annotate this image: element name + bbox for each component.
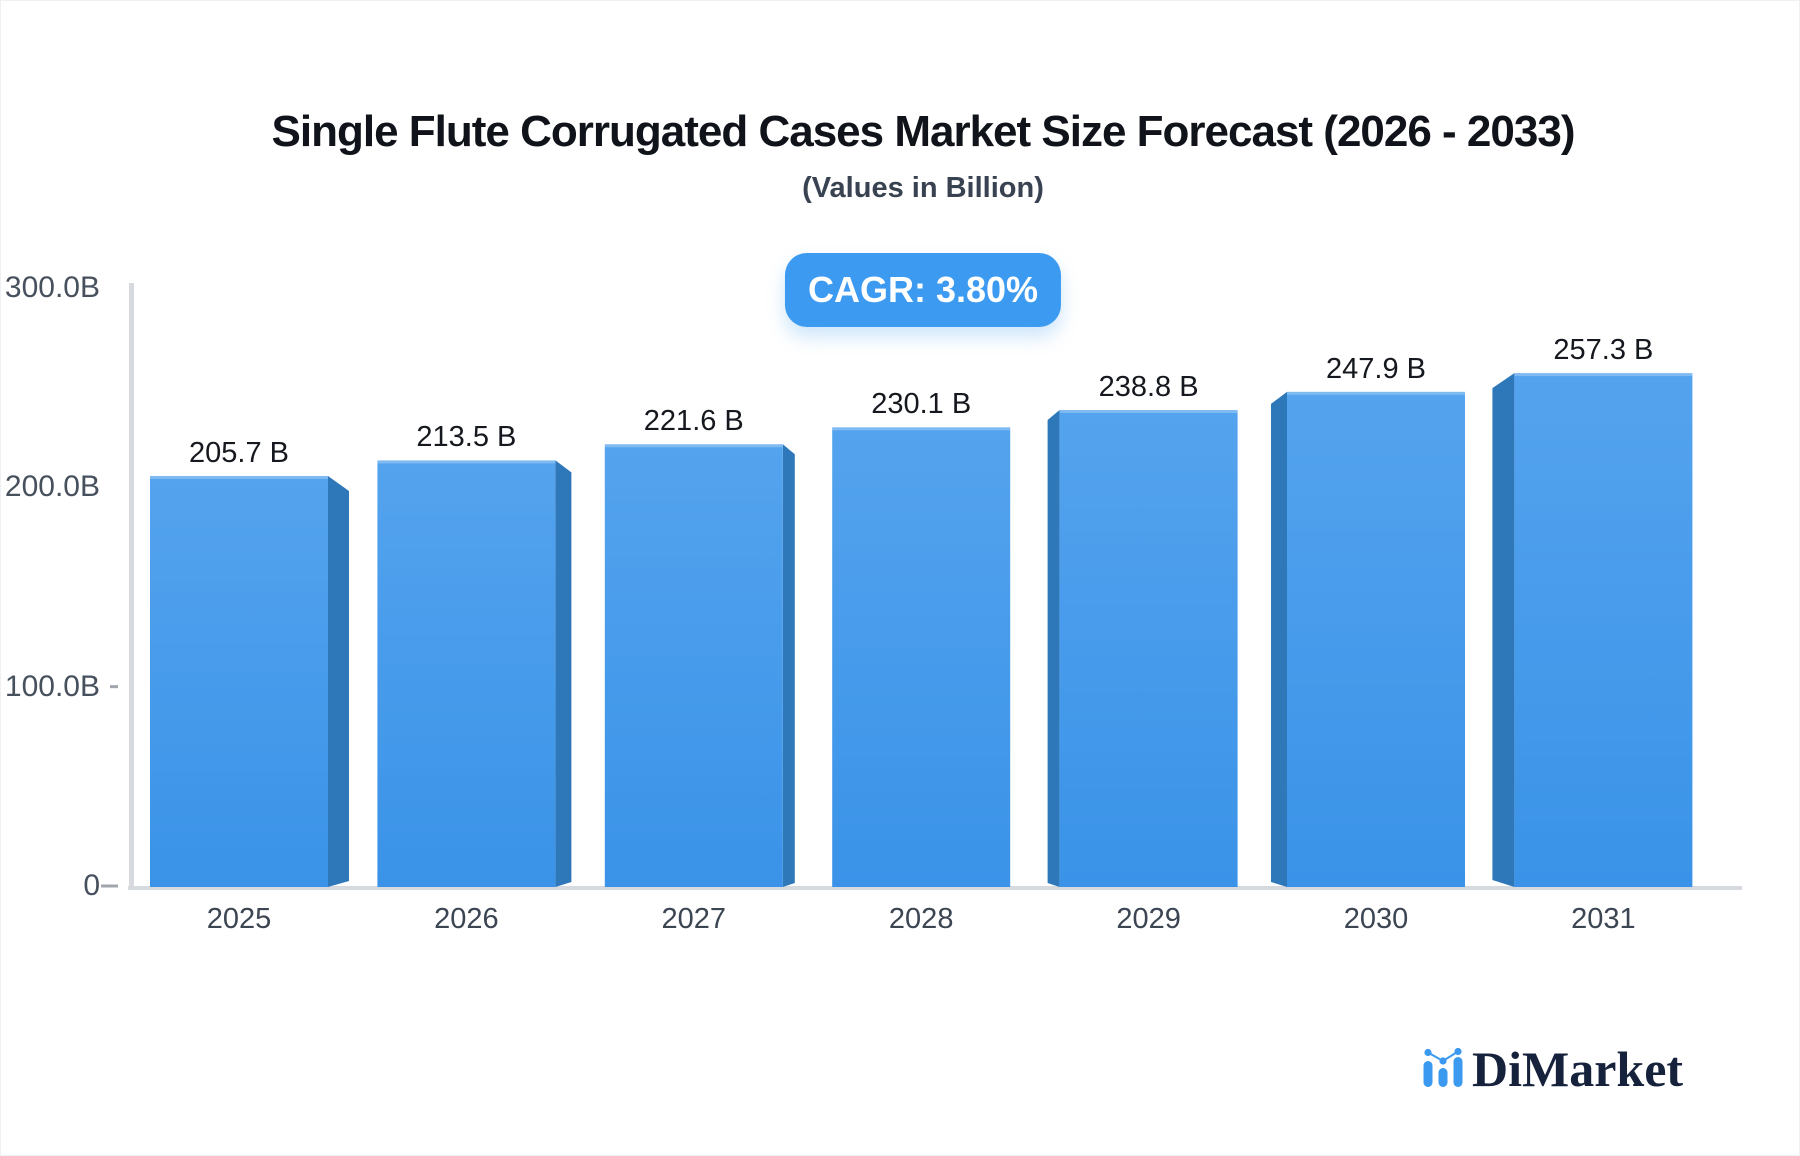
bar-2031	[1514, 373, 1693, 887]
dimarket-logo-icon	[1423, 1047, 1463, 1087]
x-axis-label: 2026	[434, 903, 499, 935]
bar-top-highlight	[377, 460, 556, 464]
bar-side-2030	[1271, 391, 1287, 887]
x-axis-label: 2029	[1116, 903, 1181, 935]
y-axis-tick	[110, 685, 118, 689]
chart-title: Single Flute Corrugated Cases Market Siz…	[271, 107, 1576, 156]
x-axis-label: 2030	[1343, 903, 1409, 935]
bar-2029	[1059, 409, 1238, 887]
y-axis-line	[129, 283, 134, 890]
dimarket-logo-text: DiMarket	[1472, 1041, 1684, 1097]
bar-top-highlight	[1514, 373, 1693, 377]
bar-top-highlight	[1059, 409, 1238, 413]
bar-2028	[832, 427, 1011, 887]
chart-subtitle: (Values in Billion)	[802, 172, 1044, 204]
y-axis-label: 200.0B	[4, 470, 100, 504]
bar-2026	[377, 460, 556, 887]
x-axis-label: 2028	[888, 903, 954, 935]
bar-value-label: 221.6 B	[643, 405, 744, 438]
bar-2030	[1287, 391, 1465, 887]
bar-top-highlight	[150, 475, 328, 479]
bar-value-label: 205.7 B	[189, 436, 289, 469]
cagr-badge: CAGR: 3.80%	[784, 253, 1062, 327]
bar-value-label: 230.1 B	[871, 388, 972, 421]
bar-value-label: 238.8 B	[1098, 370, 1199, 403]
bar-value-label: 257.3 B	[1553, 334, 1654, 367]
x-axis-label: 2027	[661, 903, 727, 935]
bar-value-label: 213.5 B	[416, 421, 517, 454]
bar-value-label: 247.9 B	[1326, 352, 1426, 385]
bar-2025	[150, 475, 328, 887]
bar-top-highlight	[604, 444, 783, 448]
bar-side-2031	[1492, 373, 1515, 887]
bar-side-2029	[1047, 409, 1060, 887]
bar-top-highlight	[1287, 391, 1465, 395]
bar-side-2025	[328, 475, 349, 887]
bar-top-highlight	[832, 427, 1011, 431]
y-axis-label: 300.0B	[4, 271, 100, 304]
x-axis-label: 2031	[1571, 903, 1636, 935]
y-axis-tick	[101, 884, 118, 888]
x-axis-label: 2025	[206, 903, 272, 935]
y-axis-label: 0	[83, 869, 100, 902]
bar-side-2027	[782, 444, 795, 887]
bar-side-2026	[555, 460, 572, 887]
x-axis-line	[128, 886, 1742, 890]
y-axis-label: 100.0B	[4, 669, 100, 703]
bar-2027	[604, 444, 783, 887]
